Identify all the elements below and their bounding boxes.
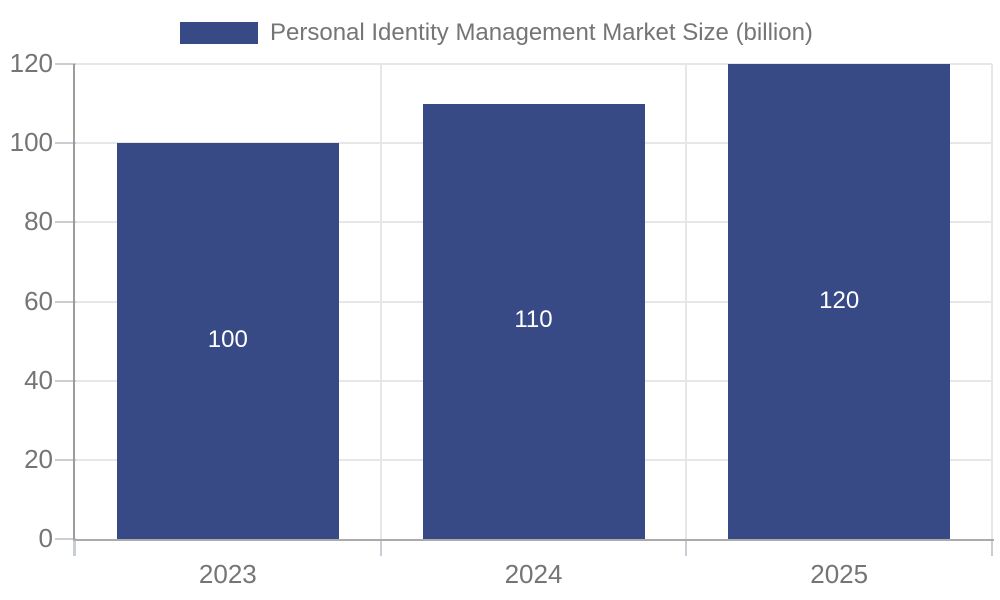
y-tick-label-20: 20: [24, 443, 53, 474]
y-axis-line: [73, 64, 75, 541]
bar-value-label-2023: 100: [207, 326, 248, 354]
x-tick-2: [685, 541, 688, 556]
bar-2023: [116, 143, 339, 539]
y-tick-label-0: 0: [38, 523, 53, 553]
x-tick-0: [74, 541, 76, 556]
y-axis-extension: [73, 541, 75, 556]
x-tick-label-2023: 2023: [198, 559, 257, 589]
y-tick-label-60: 60: [24, 285, 53, 316]
x-axis-line: [73, 539, 994, 541]
bar-2025: [728, 64, 951, 539]
bar-value-label-2025: 120: [819, 286, 860, 314]
gridline-x-1: [379, 64, 382, 539]
y-tick-100: [55, 142, 76, 145]
x-tick-3: [991, 541, 993, 556]
x-tick-label-2025: 2025: [810, 559, 869, 589]
y-tick-60: [55, 300, 76, 303]
y-tick-label-80: 80: [24, 206, 53, 237]
y-tick-20: [55, 458, 76, 461]
x-tick-label-2024: 2024: [504, 559, 563, 589]
y-tick-80: [55, 221, 76, 224]
legend-swatch: [180, 22, 258, 44]
bar-2024: [422, 103, 645, 539]
legend-label: Personal Identity Management Market Size…: [270, 19, 813, 46]
gridline-x-3: [991, 64, 993, 539]
x-tick-1: [379, 541, 382, 556]
y-tick-40: [55, 379, 76, 382]
chart-legend: Personal Identity Management Market Size…: [180, 17, 813, 49]
gridline-y-120: [75, 63, 992, 65]
gridline-x-2: [685, 64, 688, 539]
y-tick-label-100: 100: [9, 127, 53, 158]
y-tick-0: [55, 538, 76, 540]
y-tick-label-40: 40: [24, 364, 53, 395]
y-tick-label-120: 120: [9, 48, 53, 78]
y-tick-120: [55, 63, 76, 65]
bar-value-label-2024: 110: [514, 306, 553, 334]
